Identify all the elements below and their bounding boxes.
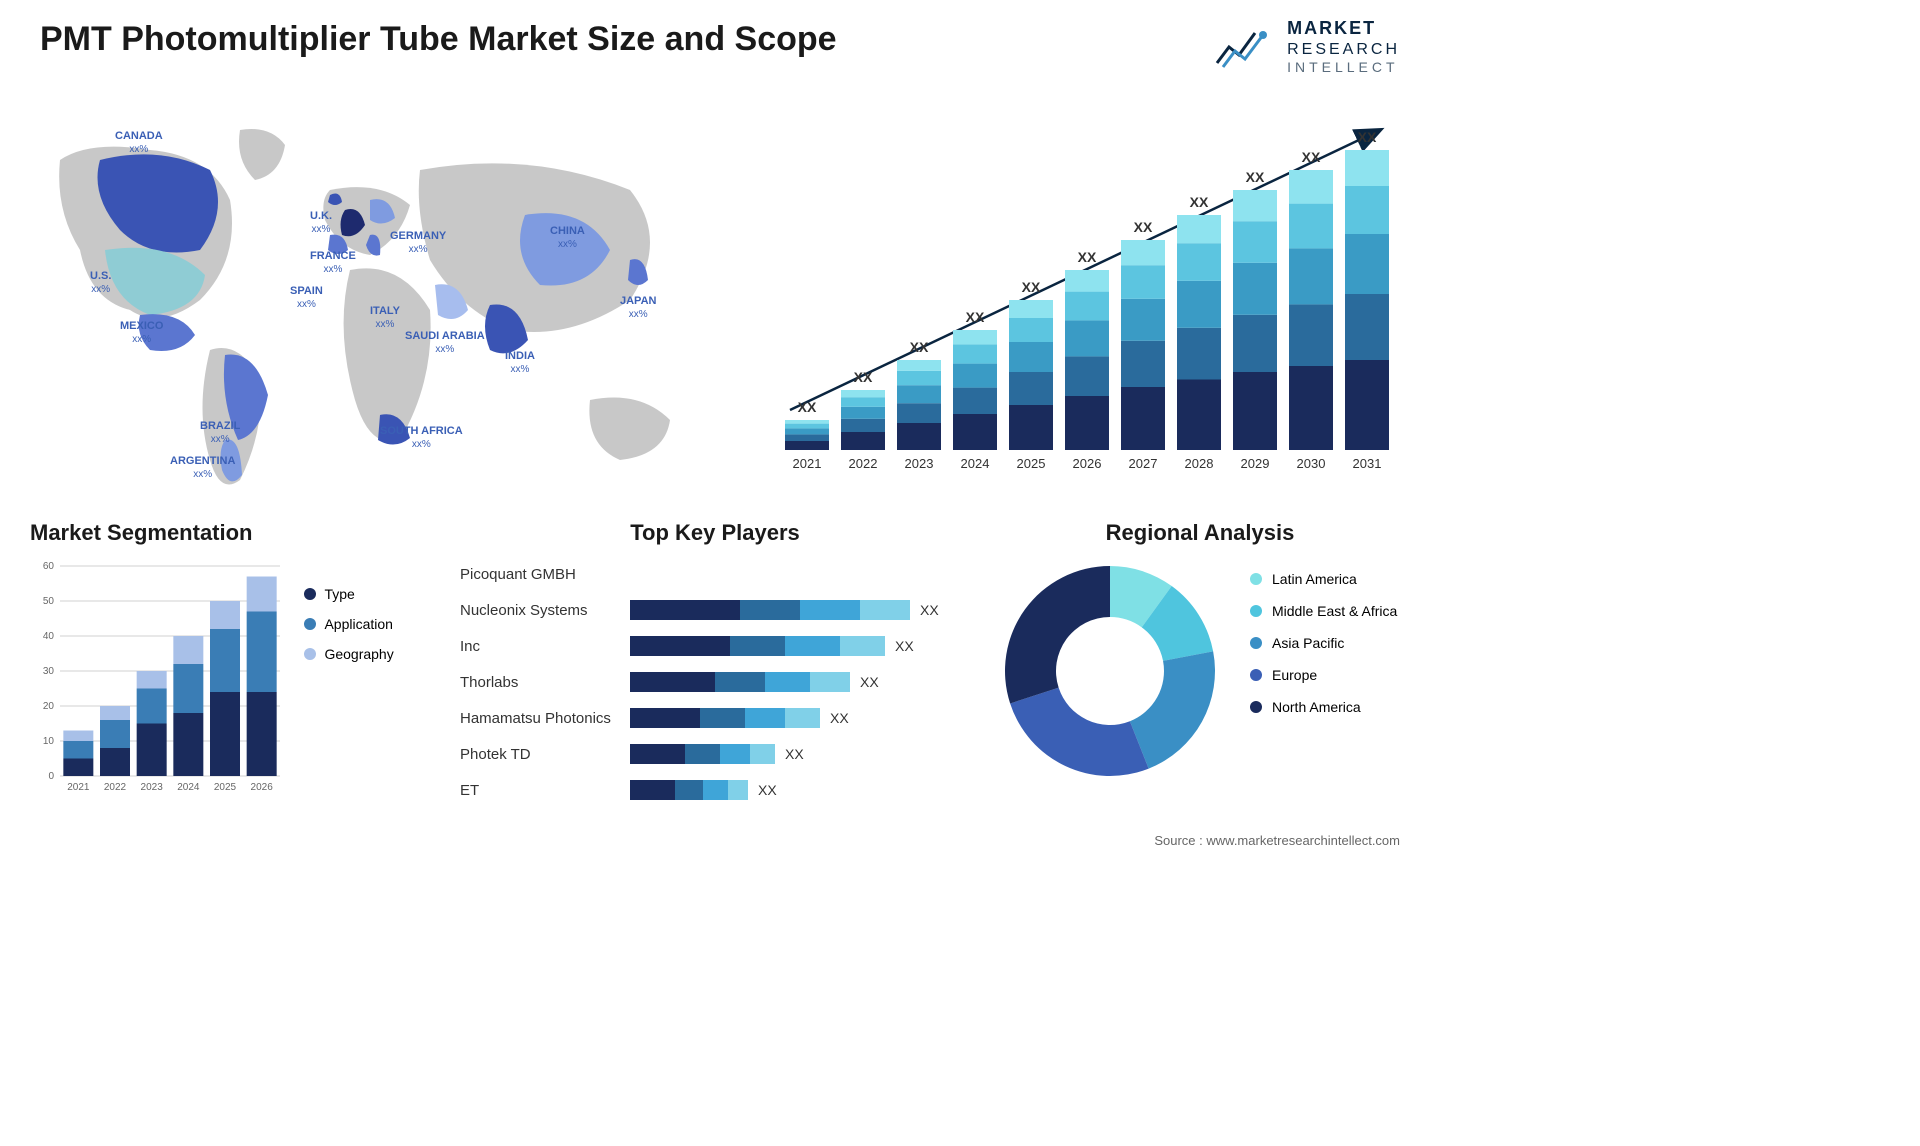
legend-item: Geography: [304, 646, 393, 662]
map-label: INDIAxx%: [505, 350, 535, 376]
svg-text:50: 50: [43, 596, 55, 607]
player-value: XX: [895, 638, 914, 654]
svg-text:XX: XX: [966, 309, 985, 325]
svg-text:2026: 2026: [1073, 456, 1102, 471]
map-label: CANADAxx%: [115, 130, 163, 156]
svg-text:XX: XX: [1246, 169, 1265, 185]
growth-chart: XX 2021 XX 2022 XX 2023 XX 2024 XX 2025 XX 2026 XX 20…: [770, 110, 1400, 480]
segmentation-section: Market Segmentation 0 10 20 30 40 50 60 2021 202…: [30, 520, 440, 806]
svg-text:30: 30: [43, 666, 55, 677]
world-map-section: CANADAxx% U.S.xx% MEXICOxx% BRAZILxx% ARGENT…: [30, 100, 730, 500]
svg-text:XX: XX: [910, 339, 929, 355]
legend-item: Middle East & Africa: [1250, 603, 1397, 619]
player-value: XX: [860, 674, 879, 690]
player-row: Inc XX: [460, 628, 970, 664]
player-value: XX: [758, 782, 777, 798]
players-section: Top Key Players Picoquant GMBH Nucleonix …: [460, 520, 970, 808]
logo-line-1: MARKET: [1287, 18, 1400, 40]
map-label: GERMANYxx%: [390, 230, 446, 256]
svg-text:20: 20: [43, 701, 55, 712]
map-label: MEXICOxx%: [120, 320, 163, 346]
map-label: SAUDI ARABIAxx%: [405, 330, 485, 356]
svg-text:XX: XX: [1190, 194, 1209, 210]
svg-text:XX: XX: [854, 369, 873, 385]
regional-legend: Latin America Middle East & Africa Asia Pa…: [1250, 571, 1397, 731]
svg-text:2023: 2023: [905, 456, 934, 471]
svg-text:2022: 2022: [104, 782, 127, 793]
regional-donut: [1000, 561, 1220, 781]
svg-text:2024: 2024: [961, 456, 990, 471]
player-row: ET XX: [460, 772, 970, 808]
svg-text:2025: 2025: [1017, 456, 1046, 471]
svg-text:XX: XX: [1134, 219, 1153, 235]
svg-text:2023: 2023: [141, 782, 164, 793]
player-name: Thorlabs: [460, 674, 630, 691]
segmentation-title: Market Segmentation: [30, 520, 440, 546]
player-row: Photek TD XX: [460, 736, 970, 772]
svg-text:2021: 2021: [67, 782, 90, 793]
map-label: FRANCExx%: [310, 250, 356, 276]
player-name: Inc: [460, 638, 630, 655]
svg-text:XX: XX: [1302, 149, 1321, 165]
segmentation-chart: 0 10 20 30 40 50 60 2021 2022 2023 2024 2025 2026: [30, 556, 290, 806]
map-label: U.K.xx%: [310, 210, 332, 236]
map-label: SOUTH AFRICAxx%: [380, 425, 463, 451]
svg-text:2022: 2022: [849, 456, 878, 471]
svg-text:XX: XX: [1078, 249, 1097, 265]
player-name: Photek TD: [460, 746, 630, 763]
brand-logo: MARKET RESEARCH INTELLECT: [1215, 18, 1400, 76]
svg-text:2021: 2021: [793, 456, 822, 471]
page-title: PMT Photomultiplier Tube Market Size and…: [40, 20, 837, 59]
svg-text:XX: XX: [798, 399, 817, 415]
player-name: Nucleonix Systems: [460, 602, 630, 619]
svg-text:0: 0: [48, 771, 54, 782]
legend-item: Latin America: [1250, 571, 1397, 587]
svg-text:60: 60: [43, 561, 55, 572]
player-name: Hamamatsu Photonics: [460, 710, 630, 727]
map-label: SPAINxx%: [290, 285, 323, 311]
players-title: Top Key Players: [460, 520, 970, 546]
svg-text:10: 10: [43, 736, 55, 747]
legend-item: Europe: [1250, 667, 1397, 683]
logo-icon: [1215, 23, 1275, 71]
map-label: ITALYxx%: [370, 305, 400, 331]
svg-text:2031: 2031: [1353, 456, 1382, 471]
legend-item: Asia Pacific: [1250, 635, 1397, 651]
player-value: XX: [830, 710, 849, 726]
svg-text:2027: 2027: [1129, 456, 1158, 471]
logo-line-3: INTELLECT: [1287, 59, 1400, 76]
regional-title: Regional Analysis: [1000, 520, 1400, 546]
map-label: CHINAxx%: [550, 225, 585, 251]
legend-item: Type: [304, 586, 393, 602]
legend-item: North America: [1250, 699, 1397, 715]
svg-text:2024: 2024: [177, 782, 200, 793]
player-row: Thorlabs XX: [460, 664, 970, 700]
players-list: Picoquant GMBHNucleonix SystemsXXIncXXTh…: [460, 556, 970, 808]
logo-line-2: RESEARCH: [1287, 40, 1400, 59]
svg-text:XX: XX: [1022, 279, 1041, 295]
svg-text:2030: 2030: [1297, 456, 1326, 471]
player-row: Picoquant GMBH: [460, 556, 970, 592]
source-text: Source : www.marketresearchintellect.com: [1154, 833, 1400, 848]
player-value: XX: [785, 746, 804, 762]
regional-section: Regional Analysis Latin America Middle Ea…: [1000, 520, 1400, 781]
map-label: JAPANxx%: [620, 295, 656, 321]
player-row: Hamamatsu Photonics XX: [460, 700, 970, 736]
player-row: Nucleonix Systems XX: [460, 592, 970, 628]
svg-text:2025: 2025: [214, 782, 237, 793]
legend-item: Application: [304, 616, 393, 632]
player-name: ET: [460, 782, 630, 799]
svg-text:2028: 2028: [1185, 456, 1214, 471]
svg-text:40: 40: [43, 631, 55, 642]
player-value: XX: [920, 602, 939, 618]
map-label: BRAZILxx%: [200, 420, 240, 446]
svg-text:XX: XX: [1358, 129, 1377, 145]
player-name: Picoquant GMBH: [460, 566, 630, 583]
segmentation-legend: Type Application Geography: [304, 586, 393, 676]
map-label: U.S.xx%: [90, 270, 111, 296]
svg-text:2026: 2026: [251, 782, 274, 793]
map-label: ARGENTINAxx%: [170, 455, 235, 481]
svg-text:2029: 2029: [1241, 456, 1270, 471]
